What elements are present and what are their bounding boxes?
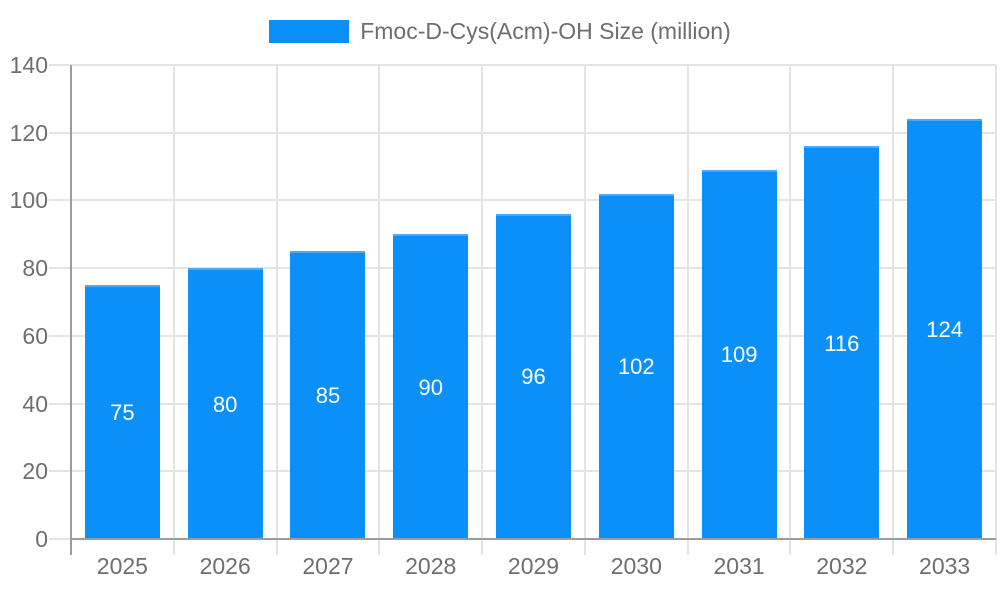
y-tick-label: 120 [9, 119, 48, 146]
v-gridline [275, 65, 278, 555]
bar-2029[interactable]: 96 [496, 213, 572, 539]
x-tick-label: 2027 [302, 553, 354, 579]
bar-value-label: 90 [418, 374, 443, 400]
x-tick-label: 2032 [816, 553, 868, 579]
v-gridline [789, 65, 792, 555]
h-gridline [49, 64, 996, 66]
bar-slot: 75 [71, 65, 174, 539]
bar-value-label: 75 [110, 400, 135, 426]
x-tick-label: 2029 [507, 553, 560, 579]
x-axis-tick-stub [49, 538, 71, 540]
v-gridline [378, 65, 381, 555]
v-gridline [686, 65, 689, 555]
y-axis-labels: 0 20 40 60 80 100 120 140 [0, 0, 48, 600]
y-tick-label: 0 [35, 526, 48, 552]
bar-2032[interactable]: 116 [804, 146, 880, 539]
bar-2026[interactable]: 80 [187, 268, 263, 539]
x-tick-label: 2031 [713, 553, 765, 579]
bars-container: 75 80 85 90 96 102 109 116 124 [71, 65, 996, 539]
x-tick-label: 2028 [405, 553, 457, 579]
bar-value-label: 96 [521, 364, 546, 390]
x-tick-label: 2033 [919, 553, 971, 579]
bar-slot: 80 [174, 65, 277, 539]
y-tick-label: 80 [22, 255, 48, 282]
x-axis-line [71, 538, 996, 540]
bar-slot: 85 [277, 65, 380, 539]
x-tick-label: 2026 [199, 553, 251, 579]
bar-value-label: 85 [315, 383, 341, 409]
y-tick-label: 100 [9, 187, 48, 214]
bar-slot: 109 [688, 65, 791, 539]
x-axis-labels: 2025 2026 2027 2028 2029 2030 2031 2032 2033 [71, 553, 996, 580]
bar-2025[interactable]: 75 [84, 285, 160, 539]
v-gridline [583, 65, 586, 555]
bar-slot: 96 [482, 65, 585, 539]
legend-label: Fmoc-D-Cys(Acm)-OH Size (million) [360, 18, 731, 44]
y-tick-label: 40 [22, 390, 48, 417]
bar-2027[interactable]: 85 [290, 251, 366, 539]
legend-item[interactable]: Fmoc-D-Cys(Acm)-OH Size (million) [0, 18, 1000, 45]
bar-slot: 116 [790, 65, 893, 539]
bar-value-label: 109 [720, 342, 758, 368]
v-gridline [172, 65, 175, 555]
bar-slot: 124 [893, 65, 996, 539]
bar-value-label: 102 [617, 354, 655, 380]
y-tick-label: 20 [22, 458, 48, 485]
bar-value-label: 80 [212, 391, 238, 417]
bar-slot: 90 [379, 65, 482, 539]
y-tick-label: 60 [22, 322, 48, 349]
bar-2028[interactable]: 90 [393, 234, 469, 539]
v-gridline [481, 65, 484, 555]
legend-swatch-icon [269, 20, 350, 43]
bar-value-label: 116 [824, 330, 860, 356]
v-gridline [995, 65, 997, 555]
plot-area: 75 80 85 90 96 102 109 116 124 [49, 64, 997, 555]
v-gridline [892, 65, 895, 555]
bar-2033[interactable]: 124 [907, 119, 983, 539]
bar-2031[interactable]: 109 [701, 169, 777, 539]
x-tick-label: 2025 [96, 553, 148, 579]
y-tick-label: 140 [9, 52, 48, 78]
h-gridline [49, 131, 996, 134]
bar-value-label: 124 [926, 317, 963, 343]
x-tick-label: 2030 [610, 553, 662, 579]
bar-slot: 102 [585, 65, 688, 539]
h-gridline [49, 199, 996, 202]
bar-2030[interactable]: 102 [598, 193, 674, 539]
y-axis-line [70, 65, 72, 555]
